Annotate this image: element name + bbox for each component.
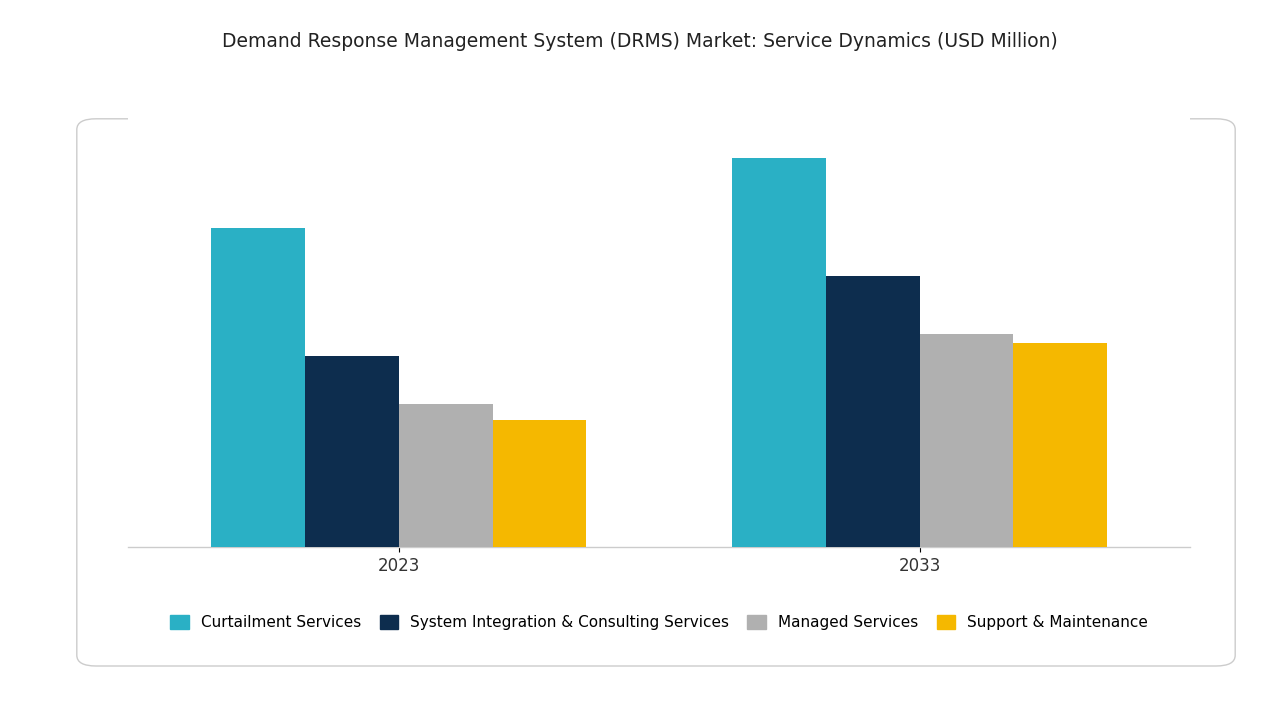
- Text: Demand Response Management System (DRMS) Market: Service Dynamics (USD Million): Demand Response Management System (DRMS)…: [223, 32, 1057, 51]
- Bar: [305, 356, 399, 547]
- Bar: [399, 404, 493, 547]
- Bar: [732, 158, 826, 547]
- Bar: [493, 420, 586, 547]
- Legend: Curtailment Services, System Integration & Consulting Services, Managed Services: Curtailment Services, System Integration…: [163, 608, 1156, 638]
- Bar: [826, 276, 919, 547]
- Bar: [1014, 343, 1107, 547]
- Bar: [211, 228, 305, 547]
- Bar: [919, 333, 1014, 547]
